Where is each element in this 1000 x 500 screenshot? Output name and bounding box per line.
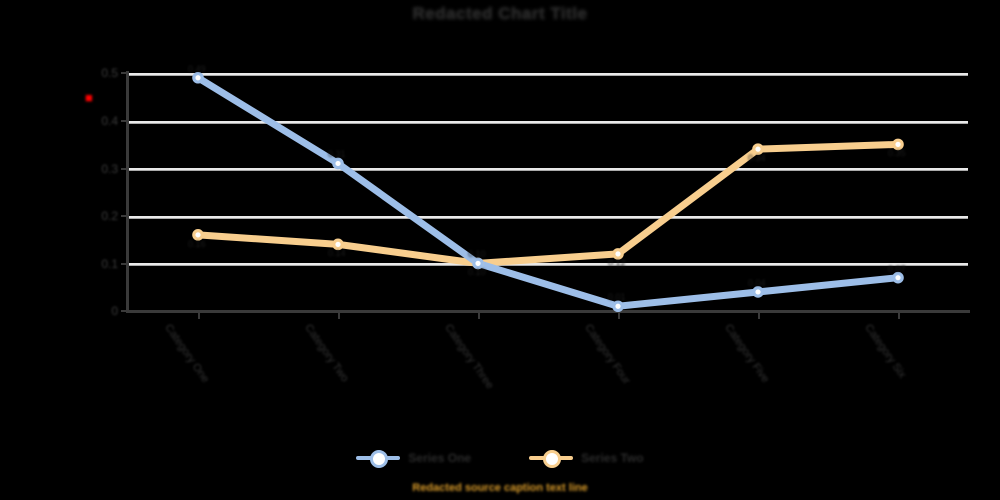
x-axis-label: Category Three — [442, 322, 496, 392]
y-axis-tick — [121, 215, 127, 217]
plot-area — [128, 73, 968, 311]
x-axis-tick — [478, 313, 480, 319]
data-point-label: 0.12 — [608, 257, 626, 268]
y-axis-tick — [121, 120, 127, 122]
y-axis-label: 0 — [111, 304, 118, 318]
x-axis-tick — [898, 313, 900, 319]
bottom-caption: Redacted source caption text line — [412, 482, 588, 494]
page-title: Redacted Chart Title — [412, 4, 588, 23]
legend-marker-icon — [356, 448, 401, 468]
y-axis-label: 0.2 — [101, 209, 118, 223]
data-point-label: 0.01 — [608, 292, 626, 303]
gridline — [128, 263, 968, 267]
data-point-label: 0.04 — [748, 277, 766, 288]
x-axis-label: Category Two — [302, 322, 351, 385]
x-axis-tick — [618, 313, 620, 319]
legend-label: Series Two — [581, 451, 644, 465]
x-axis-tick — [198, 313, 200, 319]
y-axis-tick — [121, 310, 127, 312]
legend-marker-icon — [529, 448, 574, 468]
data-point-label: 0.31 — [328, 149, 346, 160]
y-axis-tick — [121, 168, 127, 170]
legend-label: Series One — [408, 451, 472, 465]
y-axis-tick — [121, 263, 127, 265]
x-axis-label: Category One — [162, 322, 212, 385]
x-axis-tick — [338, 313, 340, 319]
data-point-label: 0.35 — [888, 148, 906, 159]
legend-item-series-two[interactable]: Series Two — [529, 448, 644, 468]
x-axis-line — [126, 310, 970, 313]
x-axis-label: Category Five — [722, 322, 772, 385]
data-point-label: 0.16 — [188, 238, 206, 249]
gridline — [128, 73, 968, 76]
y-axis-label: 0.1 — [101, 257, 118, 271]
y-axis-label: 0.4 — [101, 114, 118, 128]
gridline — [128, 120, 968, 124]
data-point-label: 0.14 — [328, 248, 346, 259]
red-annotation-marker: ■ — [85, 90, 93, 105]
data-point-label: 0.34 — [748, 153, 766, 164]
data-point-label: 0.07 — [888, 263, 906, 274]
gridline — [128, 215, 968, 219]
data-point-label: 0.49 — [188, 63, 206, 74]
chart-legend: Series One Series Two — [0, 448, 1000, 468]
x-axis-label: Category Four — [582, 322, 633, 387]
y-axis-line — [126, 71, 129, 313]
data-point-label: 0.10 — [468, 249, 486, 260]
gridline — [128, 168, 968, 172]
x-axis-tick — [758, 313, 760, 319]
y-axis-tick — [121, 72, 127, 74]
y-axis-label: 0.3 — [101, 162, 118, 176]
x-axis-label: Category Six — [862, 322, 909, 381]
y-axis-label: 0.5 — [101, 66, 118, 80]
data-point-label: 0.10 — [468, 267, 486, 278]
legend-item-series-one[interactable]: Series One — [356, 448, 471, 468]
